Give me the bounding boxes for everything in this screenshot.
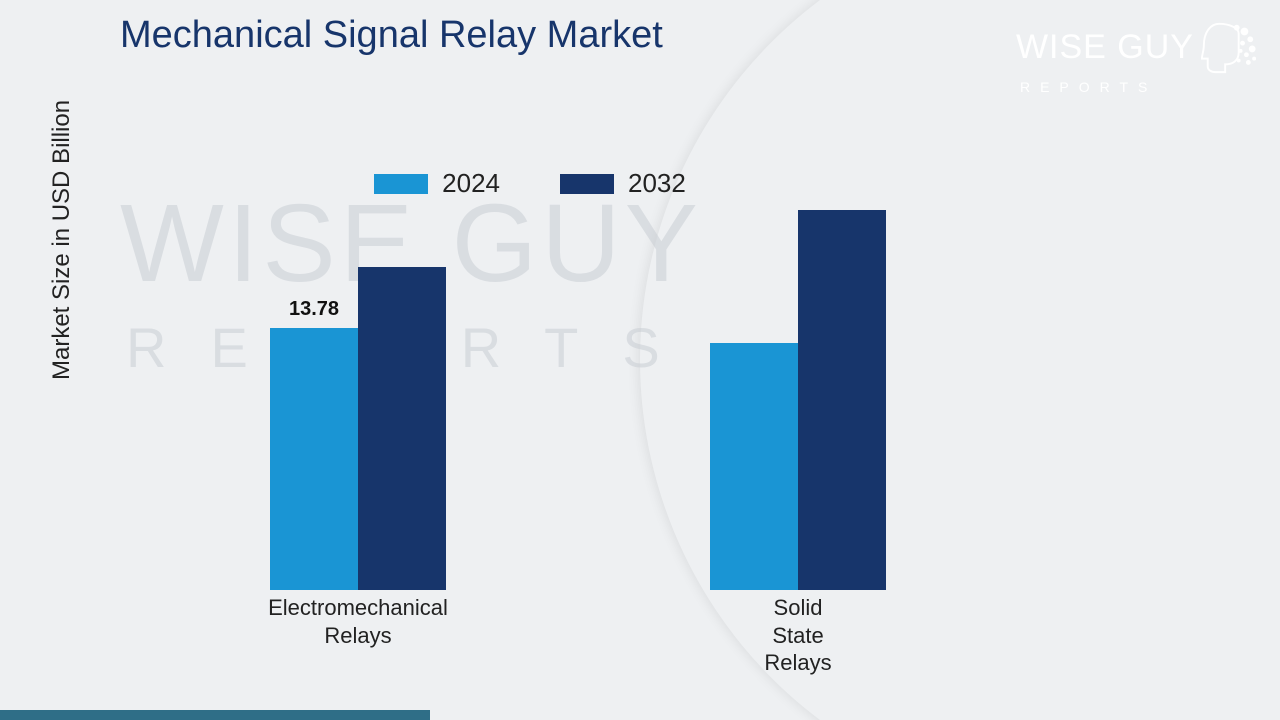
bar [798,210,886,590]
infographic-page: WISE GUY REPORTS Mechanical Signal Relay… [0,0,1280,720]
chart-legend: 2024 2032 [110,168,950,199]
brand-name-text: WISE GUY [1016,30,1194,64]
y-axis-label: Market Size in USD Billion [48,100,76,380]
bar-group [710,210,886,590]
legend-label: 2024 [442,168,500,199]
legend-swatch [374,174,428,194]
legend-item-2024: 2024 [374,168,500,199]
brand-logo-main: WISE GUY [1016,18,1258,76]
bar [710,343,798,590]
bottom-accent-bar [0,710,430,720]
chart-title: Mechanical Signal Relay Market [120,14,663,57]
bar-group: 13.78 [270,267,446,590]
category-label: SolidStateRelays [688,594,908,677]
head-icon [1200,18,1258,76]
bar [358,267,446,590]
legend-item-2032: 2032 [560,168,686,199]
brand-logo: WISE GUY REPORTS [1016,18,1258,94]
category-label: ElectromechanicalRelays [248,594,468,649]
legend-label: 2032 [628,168,686,199]
bar-chart: 2024 2032 13.78 ElectromechanicalRelaysS… [110,170,950,670]
bar: 13.78 [270,328,358,590]
plot-area: 13.78 [110,210,950,590]
bar-value-label: 13.78 [289,298,339,321]
legend-swatch [560,174,614,194]
brand-sub-text: REPORTS [1016,80,1258,94]
